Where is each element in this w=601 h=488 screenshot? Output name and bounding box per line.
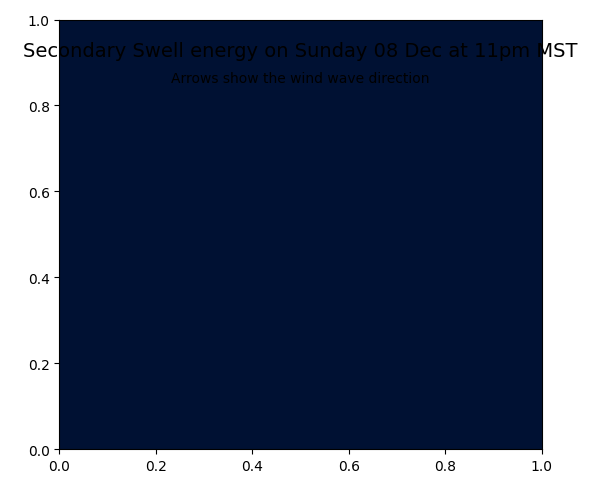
Text: Secondary Swell energy on Sunday 08 Dec at 11pm MST: Secondary Swell energy on Sunday 08 Dec … xyxy=(23,42,578,61)
Text: Arrows show the wind wave direction: Arrows show the wind wave direction xyxy=(171,72,430,86)
